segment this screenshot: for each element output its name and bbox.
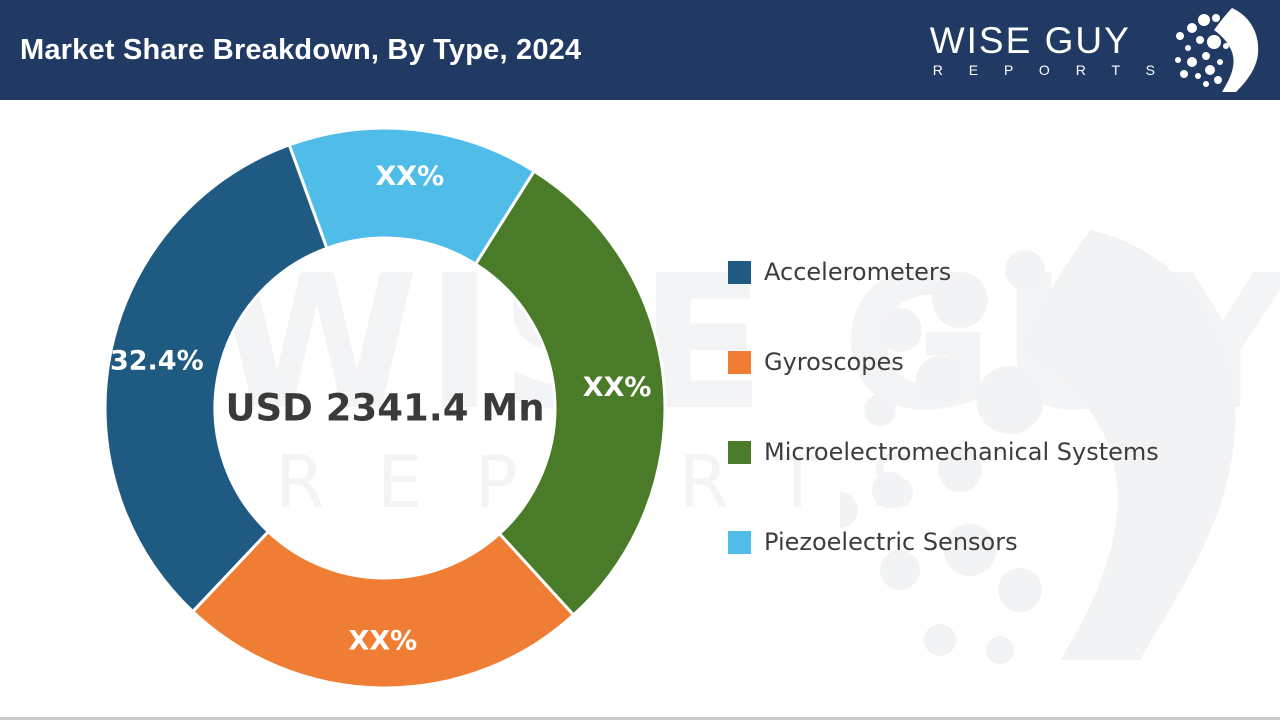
slice-label: 32.4% (110, 345, 204, 376)
slice-label: XX% (375, 161, 444, 192)
donut-segment-gyroscopes (191, 530, 576, 690)
donut-center-value: USD 2341.4 Mn (225, 387, 544, 430)
legend-item-piezoelectric: Piezoelectric Sensors (728, 528, 1159, 556)
legend-label: Piezoelectric Sensors (764, 528, 1018, 556)
legend-swatch-gyroscopes (728, 350, 751, 374)
legend-swatch-mems (728, 440, 751, 464)
donut-chart: XX% XX% XX% 32.4% USD 2341.4 Mn (103, 126, 667, 690)
legend-label: Accelerometers (764, 258, 952, 286)
legend-label: Microelectromechanical Systems (764, 438, 1159, 466)
donut-segment-accelerometers (103, 143, 329, 614)
logo-wordmark: WISE GUY (929, 19, 1131, 61)
wiseguy-logo-text: WISE GUY R E P O R T S (929, 19, 1166, 79)
header-bar: Market Share Breakdown, By Type, 2024 WI… (0, 0, 1280, 100)
legend-swatch-accelerometers (728, 260, 751, 284)
legend-item-gyroscopes: Gyroscopes (728, 348, 1159, 376)
logo-subtitle: R E P O R T S (932, 62, 1166, 79)
chart-legend: Accelerometers Gyroscopes Microelectrome… (728, 258, 1159, 618)
wiseguy-logo: WISE GUY R E P O R T S (930, 6, 1262, 94)
wiseguy-face-icon (1175, 8, 1259, 92)
legend-label: Gyroscopes (764, 348, 904, 376)
donut-segment-microelectromechanical-systems (474, 169, 667, 617)
page-title: Market Share Breakdown, By Type, 2024 (20, 33, 582, 66)
slice-label: XX% (583, 372, 652, 403)
legend-item-mems: Microelectromechanical Systems (728, 438, 1159, 466)
legend-item-accelerometers: Accelerometers (728, 258, 1159, 286)
footer-divider (0, 717, 1280, 720)
legend-swatch-piezoelectric (728, 530, 751, 554)
slice-label: XX% (349, 626, 418, 657)
